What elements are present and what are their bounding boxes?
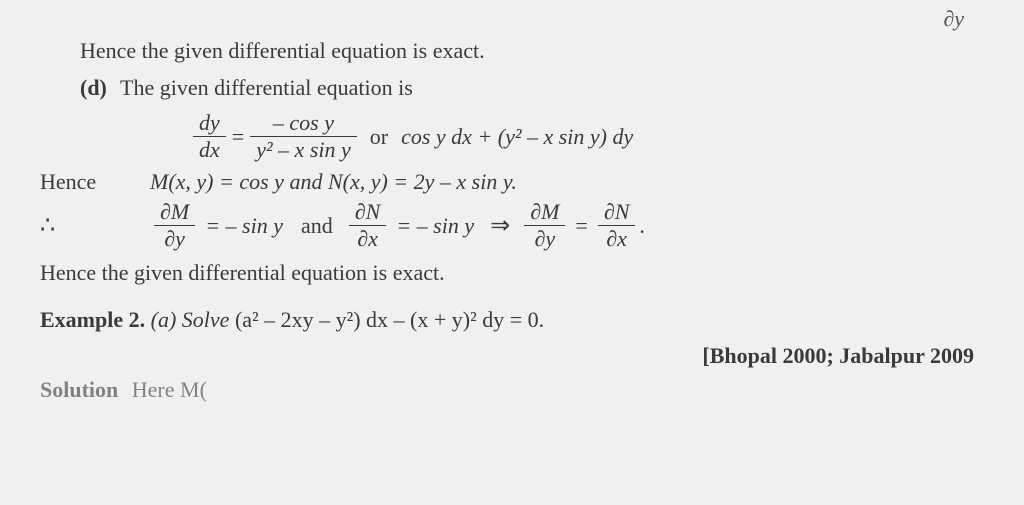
frac-rhs: – cos y y² – x sin y <box>250 110 357 163</box>
part-d-heading: (d) The given differential equation is <box>80 71 984 104</box>
and-text: and <box>301 213 333 239</box>
rhs-num: – cos y <box>250 110 357 137</box>
dy2: ∂y <box>154 226 195 252</box>
or-text: or <box>370 124 388 150</box>
solution-fragment: Solution Here M( <box>40 373 984 406</box>
sol-tail: Here M( <box>132 377 207 402</box>
part-d-text: The given differential equation is <box>120 75 413 100</box>
example-verb: Solve <box>182 307 230 332</box>
hence-row: Hence M(x, y) = cos y and N(x, y) = 2y –… <box>40 169 984 195</box>
concl-eq: = <box>575 213 587 239</box>
conclusion-line: Hence the given differential equation is… <box>40 256 984 289</box>
example-sublabel: (a) <box>151 307 177 332</box>
dx: dx <box>193 137 226 163</box>
page-corner-fragment: ∂y <box>943 6 964 32</box>
example-2: Example 2. (a) Solve (a² – 2xy – y²) dx … <box>40 307 984 333</box>
dNdx-value: = – sin y <box>396 213 474 239</box>
hence-label: Hence <box>40 169 150 195</box>
dM: ∂M <box>154 199 195 226</box>
frac-concl-right: ∂N ∂x <box>598 199 636 252</box>
period: . <box>639 213 645 239</box>
example-equation: (a² – 2xy – y²) dx – (x + y)² dy = 0. <box>235 307 544 332</box>
frac-dy-dx: dy dx <box>193 110 226 163</box>
dy: dy <box>193 110 226 137</box>
cl-num: ∂M <box>524 199 565 226</box>
frac-dN-dx: ∂N ∂x <box>349 199 387 252</box>
rhs-den: y² – x sin y <box>250 137 357 163</box>
frac-dM-dy: ∂M ∂y <box>154 199 195 252</box>
dN: ∂N <box>349 199 387 226</box>
citation: [Bhopal 2000; Jabalpur 2009 <box>40 343 984 369</box>
dx2: ∂x <box>349 226 387 252</box>
dMdy-value: = – sin y <box>205 213 283 239</box>
cl-den: ∂y <box>524 226 565 252</box>
part-d-label: (d) <box>80 75 107 100</box>
arrow-implies: ⇒ <box>490 211 510 240</box>
mn-definitions: M(x, y) = cos y and N(x, y) = 2y – x sin… <box>150 169 517 195</box>
partial-row: ∴ ∂M ∂y = – sin y and ∂N ∂x = – sin y ⇒ … <box>40 199 984 252</box>
eq-tail: cos y dx + (y² – x sin y) dy <box>401 124 633 150</box>
example-label: Example 2. <box>40 307 145 332</box>
equation-dy-dx: dy dx = – cos y y² – x sin y or cos y dx… <box>190 110 984 163</box>
intro-line: Hence the given differential equation is… <box>80 34 984 67</box>
therefore-symbol: ∴ <box>40 211 150 240</box>
equals: = <box>232 124 244 150</box>
cr-num: ∂N <box>598 199 636 226</box>
cr-den: ∂x <box>598 226 636 252</box>
frac-concl-left: ∂M ∂y <box>524 199 565 252</box>
sol-word: Solution <box>40 377 118 402</box>
